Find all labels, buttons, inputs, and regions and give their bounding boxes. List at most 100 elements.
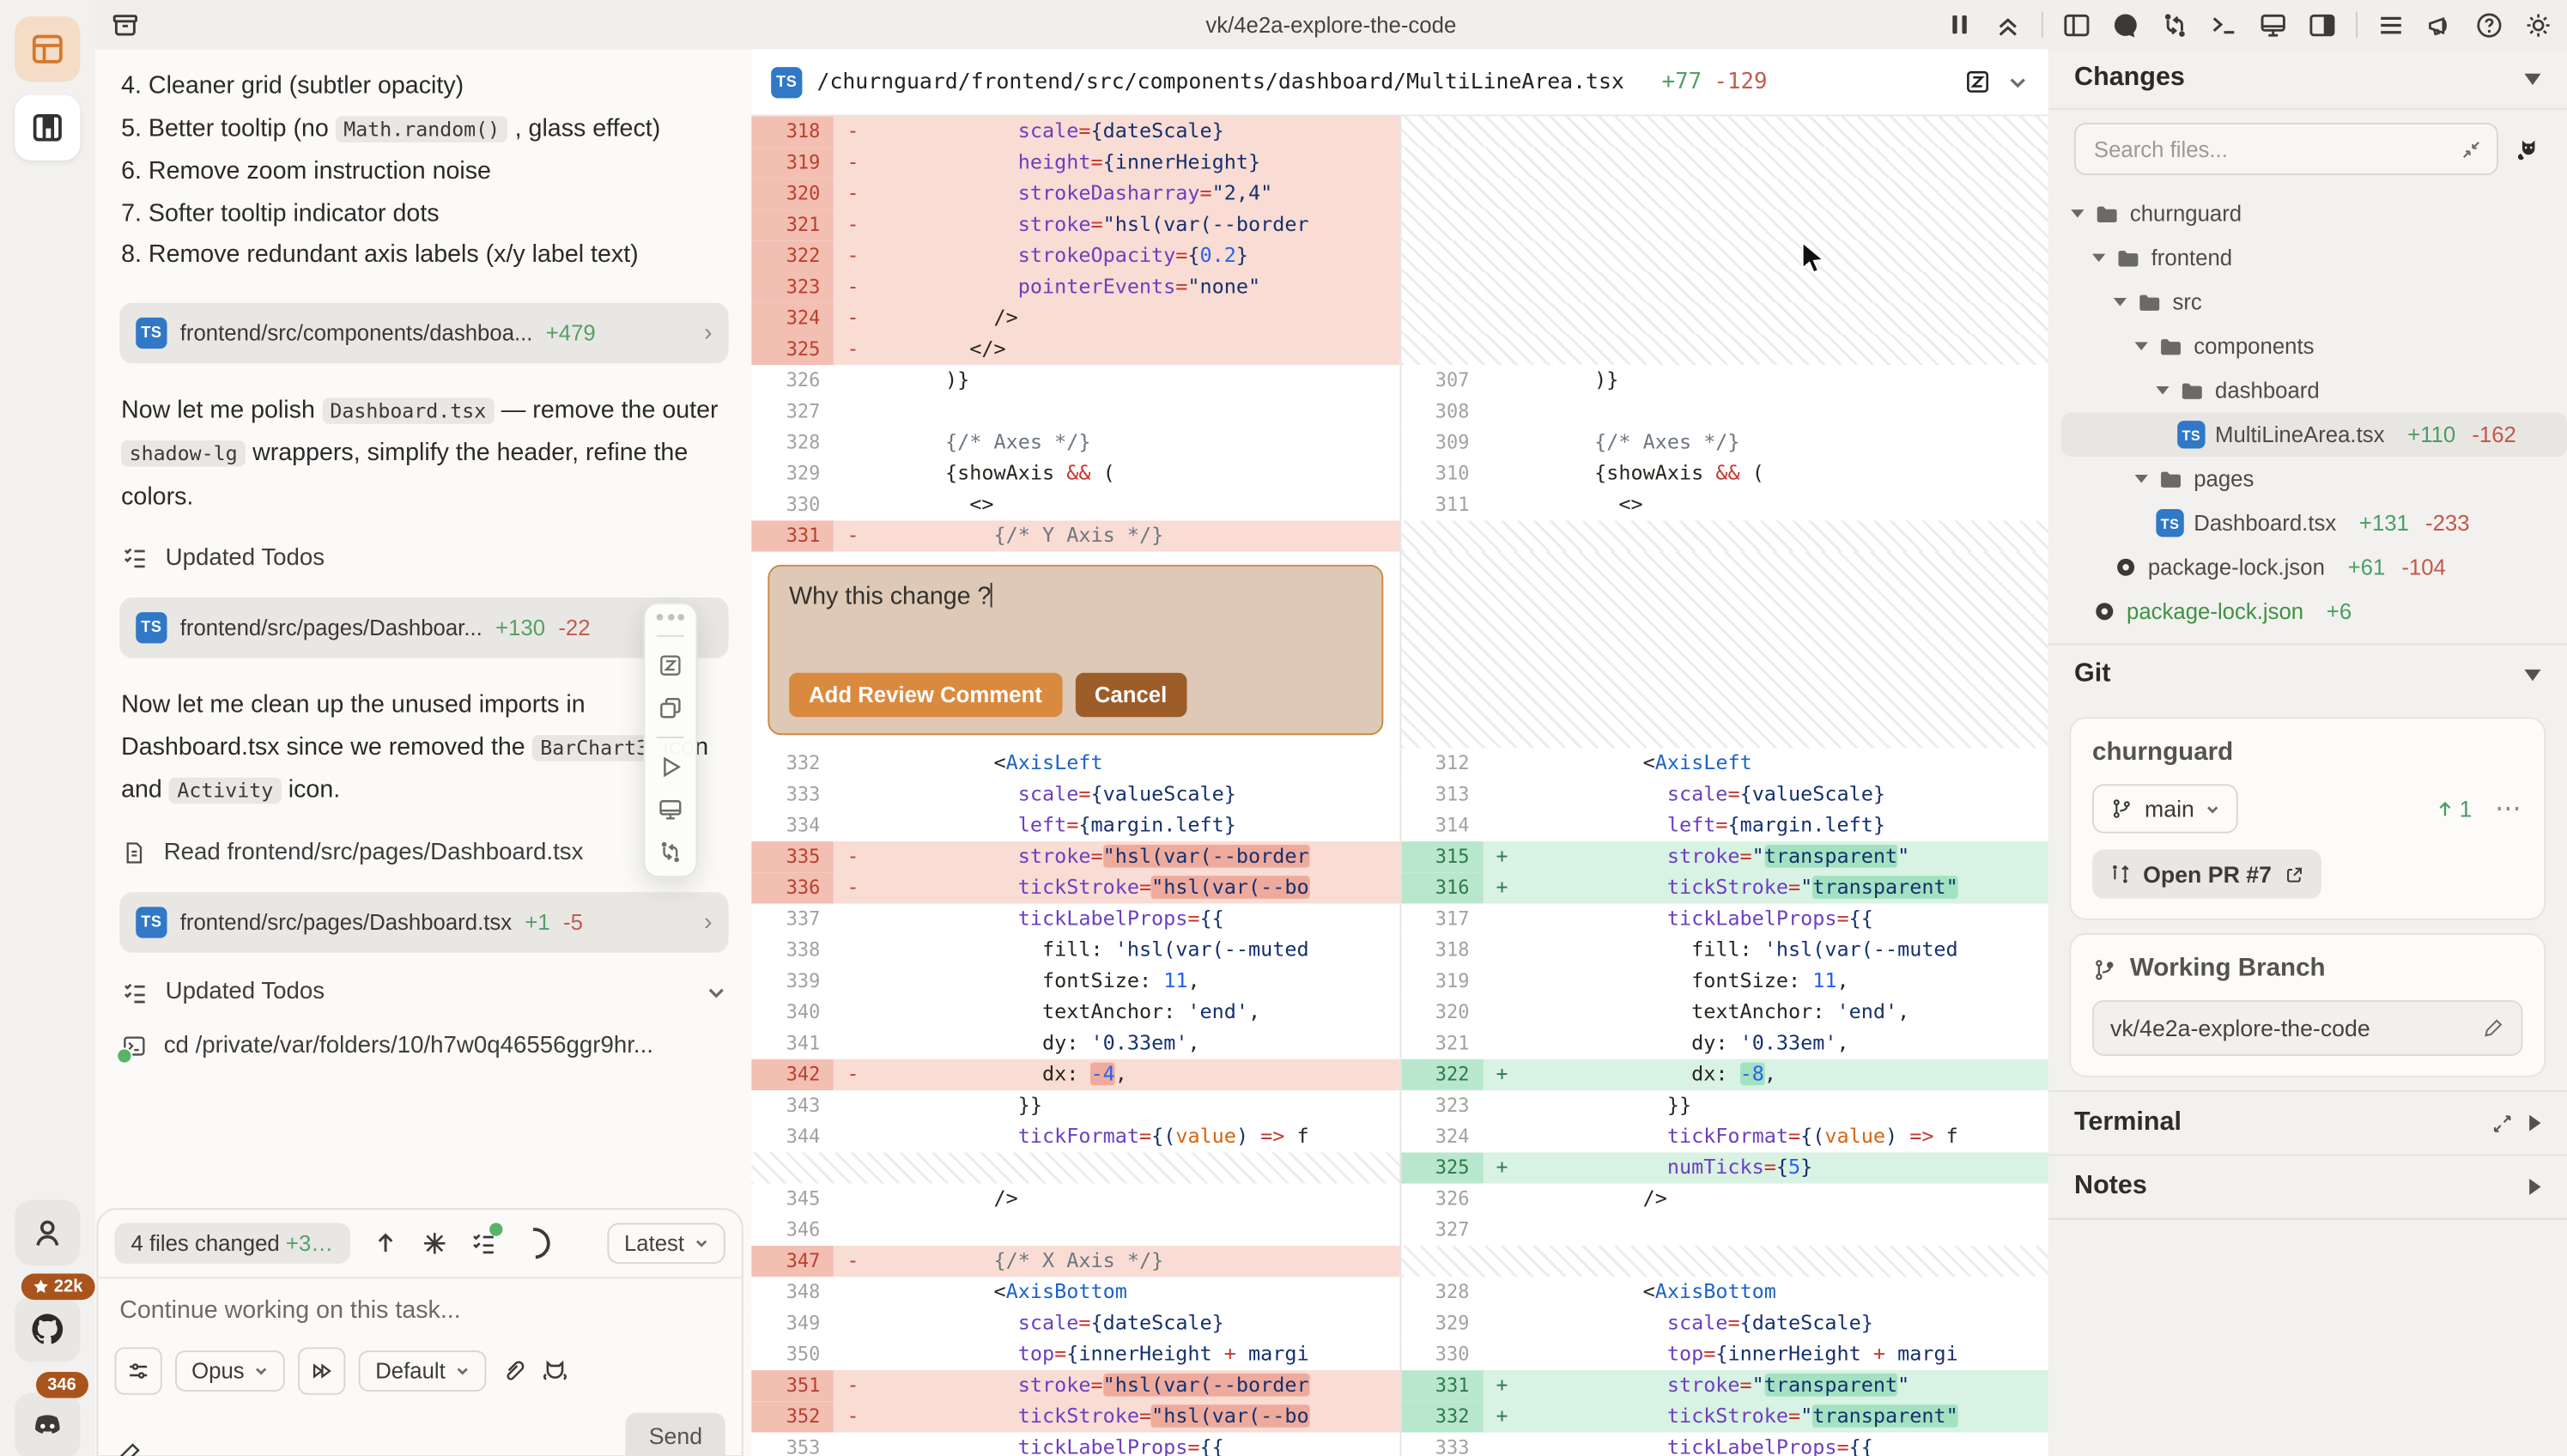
tree-folder-src[interactable]: src [2048, 280, 2567, 324]
tree-file-MultiLineArea.tsx[interactable]: TSMultiLineArea.tsx+110-162 [2061, 413, 2567, 457]
file-chip[interactable]: TS frontend/src/components/dashboa... +4… [119, 302, 728, 363]
chat-bubble-icon[interactable] [2110, 9, 2141, 39]
help-icon[interactable] [2473, 9, 2504, 39]
terminal-icon[interactable] [2208, 9, 2239, 39]
chevron-down-icon[interactable] [2007, 71, 2029, 93]
rail-kanban-button[interactable] [15, 95, 80, 161]
paperclip-icon[interactable] [500, 1356, 527, 1384]
file-chip[interactable]: TS frontend/src/pages/Dashboard.tsx +1-5… [119, 891, 728, 952]
discord-icon [27, 1406, 67, 1446]
open-pr-button[interactable]: Open PR #7 [2092, 850, 2321, 899]
display-icon[interactable] [657, 796, 684, 823]
panel-right-icon[interactable] [2307, 9, 2338, 39]
files-changed-chip[interactable]: 4 files changed +3… [114, 1222, 349, 1264]
chat-paragraph: 6. Remove zoom instruction noise [121, 150, 727, 192]
git-compare-icon[interactable] [657, 838, 684, 865]
terminal-command-row[interactable]: cd /private/var/folders/10/h7w0q46556ggr… [121, 1032, 727, 1059]
message-input[interactable]: Continue working on this task... [98, 1278, 741, 1334]
spark-icon[interactable] [420, 1228, 447, 1256]
tree-file-package-lock.json[interactable]: package-lock.json+6 [2048, 589, 2567, 633]
todo-row[interactable]: Updated Todos [121, 543, 727, 571]
diff-line: 352- tickStroke="hsl(var(--bo [751, 1401, 1399, 1432]
diff-line: 315+ stroke="transparent" [1399, 841, 2048, 872]
tool-call-row[interactable]: Read frontend/src/pages/Dashboard.tsx [121, 839, 727, 865]
diff-line: 326 )} [751, 365, 1399, 396]
tree-folder-churnguard[interactable]: churnguard [2048, 191, 2567, 235]
working-branch-input[interactable]: vk/4e2a-explore-the-code [2092, 1000, 2523, 1056]
tools-button[interactable] [114, 1347, 161, 1394]
display-icon[interactable] [2258, 9, 2289, 39]
collapse-diagonal-icon[interactable] [2461, 138, 2482, 160]
tree-folder-pages[interactable]: pages [2048, 457, 2567, 500]
chat-paragraph: 5. Better tooltip (no Math.random() , gl… [121, 107, 727, 151]
file-chip[interactable]: TS frontend/src/pages/Dashboar... +130-2… [119, 598, 728, 658]
pencil-icon[interactable] [2482, 1016, 2505, 1040]
panel-left-icon[interactable] [2061, 9, 2092, 39]
diff-line: 321- stroke="hsl(var(--border [751, 209, 1399, 240]
model-dropdown[interactable]: Opus [175, 1350, 285, 1391]
diff-line: 329 scale={dateScale} [1399, 1308, 2048, 1339]
review-comment-box[interactable]: Why this change ? Add Review Comment Can… [768, 565, 1382, 735]
package-icon [2092, 599, 2117, 624]
diff-line: 307 )} [1399, 365, 2048, 396]
settings-icon[interactable] [2523, 9, 2554, 39]
push-ahead-count[interactable]: 1 [2435, 796, 2472, 822]
tree-folder-frontend[interactable]: frontend [2048, 236, 2567, 280]
rail-github-button[interactable] [15, 1296, 80, 1362]
cat-icon[interactable] [2513, 133, 2544, 164]
rail-discord-button[interactable] [15, 1393, 80, 1456]
diff-z-icon[interactable] [1963, 67, 1992, 96]
pen-icon[interactable] [114, 1440, 142, 1456]
chevron-down-icon [695, 1235, 709, 1250]
diff-line: 333 tickLabelProps={{ [1399, 1433, 2048, 1456]
todo-row[interactable]: Updated Todos [121, 978, 727, 1005]
tree-folder-dashboard[interactable]: dashboard [2048, 368, 2567, 412]
add-review-comment-button[interactable]: Add Review Comment [789, 673, 1062, 717]
branch-dropdown[interactable]: main [2092, 784, 2238, 833]
scroll-up-icon[interactable] [371, 1228, 398, 1256]
changes-header[interactable]: Changes [2048, 49, 2567, 108]
cancel-button[interactable]: Cancel [1075, 673, 1186, 717]
collapse-up-icon[interactable] [1993, 9, 2024, 39]
tree-file-package-lock.json[interactable]: package-lock.json+61-104 [2048, 545, 2567, 589]
fast-forward-button[interactable] [299, 1347, 346, 1394]
pause-icon[interactable] [1945, 9, 1974, 39]
rail-account-button[interactable] [15, 1200, 80, 1265]
git-header[interactable]: Git [2048, 645, 2567, 704]
drag-handle[interactable] [657, 614, 684, 621]
tree-file-Dashboard.tsx[interactable]: TSDashboard.tsx+131-233 [2048, 501, 2567, 545]
send-button[interactable]: Send [626, 1412, 725, 1456]
diff-z-icon[interactable] [657, 652, 684, 679]
comment-text[interactable]: Why this change ? [789, 583, 1361, 610]
diff-line: 327 [751, 396, 1399, 427]
rail-layout-button[interactable] [15, 16, 80, 82]
cat-icon[interactable] [540, 1356, 569, 1385]
expand-diagonal-icon[interactable] [2491, 1113, 2513, 1134]
caret-down-icon [2092, 254, 2105, 263]
diff-line: 345 /> [751, 1184, 1399, 1215]
diff-line: 334 left={margin.left} [751, 810, 1399, 841]
search-files-box[interactable] [2074, 123, 2498, 175]
terminal-section[interactable]: Terminal [2048, 1092, 2567, 1154]
account-icon [29, 1215, 65, 1251]
search-files-input[interactable] [2091, 135, 2451, 162]
archive-box-icon[interactable] [110, 9, 141, 39]
tree-folder-components[interactable]: components [2048, 325, 2567, 368]
diff-line: 328 <AxisBottom [1399, 1277, 2048, 1307]
copy-icon[interactable] [657, 695, 684, 722]
notes-section[interactable]: Notes [2048, 1156, 2567, 1217]
more-menu[interactable]: ⋯ [2495, 792, 2522, 825]
todos-indicator[interactable] [469, 1228, 496, 1256]
git-compare-icon[interactable] [2159, 9, 2190, 39]
green-dot [116, 1046, 132, 1063]
diff-line: 316+ tickStroke="transparent" [1399, 872, 2048, 903]
diff-empty-region [1399, 520, 2048, 551]
diff-empty-region [1399, 272, 2048, 303]
play-icon[interactable] [657, 753, 684, 780]
menu-icon[interactable] [2376, 9, 2406, 39]
megaphone-icon[interactable] [2424, 9, 2455, 39]
diff-line: 332+ tickStroke="transparent" [1399, 1401, 2048, 1432]
preset-dropdown[interactable]: Default [359, 1350, 486, 1391]
latest-dropdown[interactable]: Latest [608, 1222, 725, 1264]
caret-down-icon [2114, 298, 2127, 306]
